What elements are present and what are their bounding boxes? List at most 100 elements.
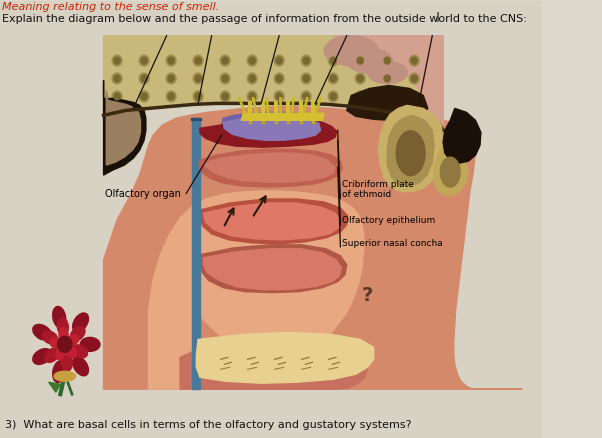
Circle shape [301,92,311,102]
Ellipse shape [367,63,408,84]
Circle shape [382,56,392,67]
Circle shape [112,56,122,67]
Polygon shape [378,106,443,193]
Polygon shape [203,249,341,290]
Circle shape [141,94,147,101]
Circle shape [139,74,149,85]
Ellipse shape [50,338,62,348]
Circle shape [303,58,309,65]
Circle shape [168,58,174,65]
Circle shape [58,337,72,353]
Circle shape [409,74,419,85]
Circle shape [357,94,364,101]
Circle shape [328,74,338,85]
Circle shape [139,92,149,102]
Circle shape [411,58,417,65]
Ellipse shape [45,348,59,363]
Polygon shape [180,339,367,389]
Ellipse shape [66,346,76,358]
Circle shape [220,74,230,85]
Ellipse shape [59,328,68,342]
Circle shape [382,74,392,85]
Circle shape [114,76,120,83]
Circle shape [275,92,284,102]
Circle shape [193,92,203,102]
Ellipse shape [55,347,66,360]
Text: Meaning relating to the sense of smell.: Meaning relating to the sense of smell. [2,2,219,12]
Text: Olfactory epithelium: Olfactory epithelium [342,215,435,224]
Circle shape [357,58,364,65]
Circle shape [330,94,337,101]
Polygon shape [104,37,443,131]
Polygon shape [200,200,347,244]
Ellipse shape [61,353,72,371]
Circle shape [384,76,390,83]
Circle shape [330,58,337,65]
Circle shape [220,92,230,102]
Circle shape [222,76,228,83]
Circle shape [249,76,255,83]
Ellipse shape [53,361,66,382]
Ellipse shape [73,313,88,332]
Circle shape [276,58,282,65]
Polygon shape [149,191,364,389]
Polygon shape [49,382,60,392]
Circle shape [275,56,284,67]
Polygon shape [203,204,340,240]
Circle shape [141,58,147,65]
Polygon shape [434,149,468,196]
Circle shape [275,74,284,85]
Circle shape [409,56,419,67]
Circle shape [114,58,120,65]
Circle shape [139,56,149,67]
Circle shape [168,94,174,101]
Circle shape [355,56,365,67]
Circle shape [355,92,365,102]
Circle shape [276,94,282,101]
Circle shape [303,76,309,83]
Circle shape [222,58,228,65]
Polygon shape [443,109,481,164]
Ellipse shape [33,349,51,364]
Circle shape [328,92,338,102]
Polygon shape [200,121,337,148]
Polygon shape [241,114,324,121]
Circle shape [220,56,230,67]
Circle shape [193,74,203,85]
Ellipse shape [441,158,460,187]
Ellipse shape [70,327,85,341]
Polygon shape [192,119,200,389]
Circle shape [166,56,176,67]
Ellipse shape [33,325,51,340]
Ellipse shape [347,49,392,74]
Polygon shape [200,245,347,293]
Text: Cribriform plate
of ethmoid: Cribriform plate of ethmoid [342,179,414,198]
Ellipse shape [73,357,88,376]
Circle shape [382,92,392,102]
Circle shape [222,94,228,101]
Circle shape [141,76,147,83]
Polygon shape [199,150,342,187]
Circle shape [303,94,309,101]
Circle shape [195,76,201,83]
Circle shape [301,74,311,85]
Ellipse shape [57,318,68,336]
Text: Olfactory organ: Olfactory organ [105,189,181,198]
Polygon shape [107,91,140,166]
Text: Explain the diagram below and the passage of information from the outside world : Explain the diagram below and the passag… [2,14,527,24]
Circle shape [168,76,174,83]
Polygon shape [191,119,201,121]
Circle shape [112,92,122,102]
Circle shape [409,92,419,102]
Polygon shape [222,113,324,144]
Polygon shape [223,117,321,141]
Polygon shape [196,333,374,383]
Circle shape [384,94,390,101]
Text: Superior nasal concha: Superior nasal concha [342,238,443,247]
Ellipse shape [67,335,79,346]
Text: I: I [436,11,440,25]
Circle shape [276,76,282,83]
Polygon shape [104,107,523,389]
Ellipse shape [324,37,378,67]
Circle shape [114,94,120,101]
